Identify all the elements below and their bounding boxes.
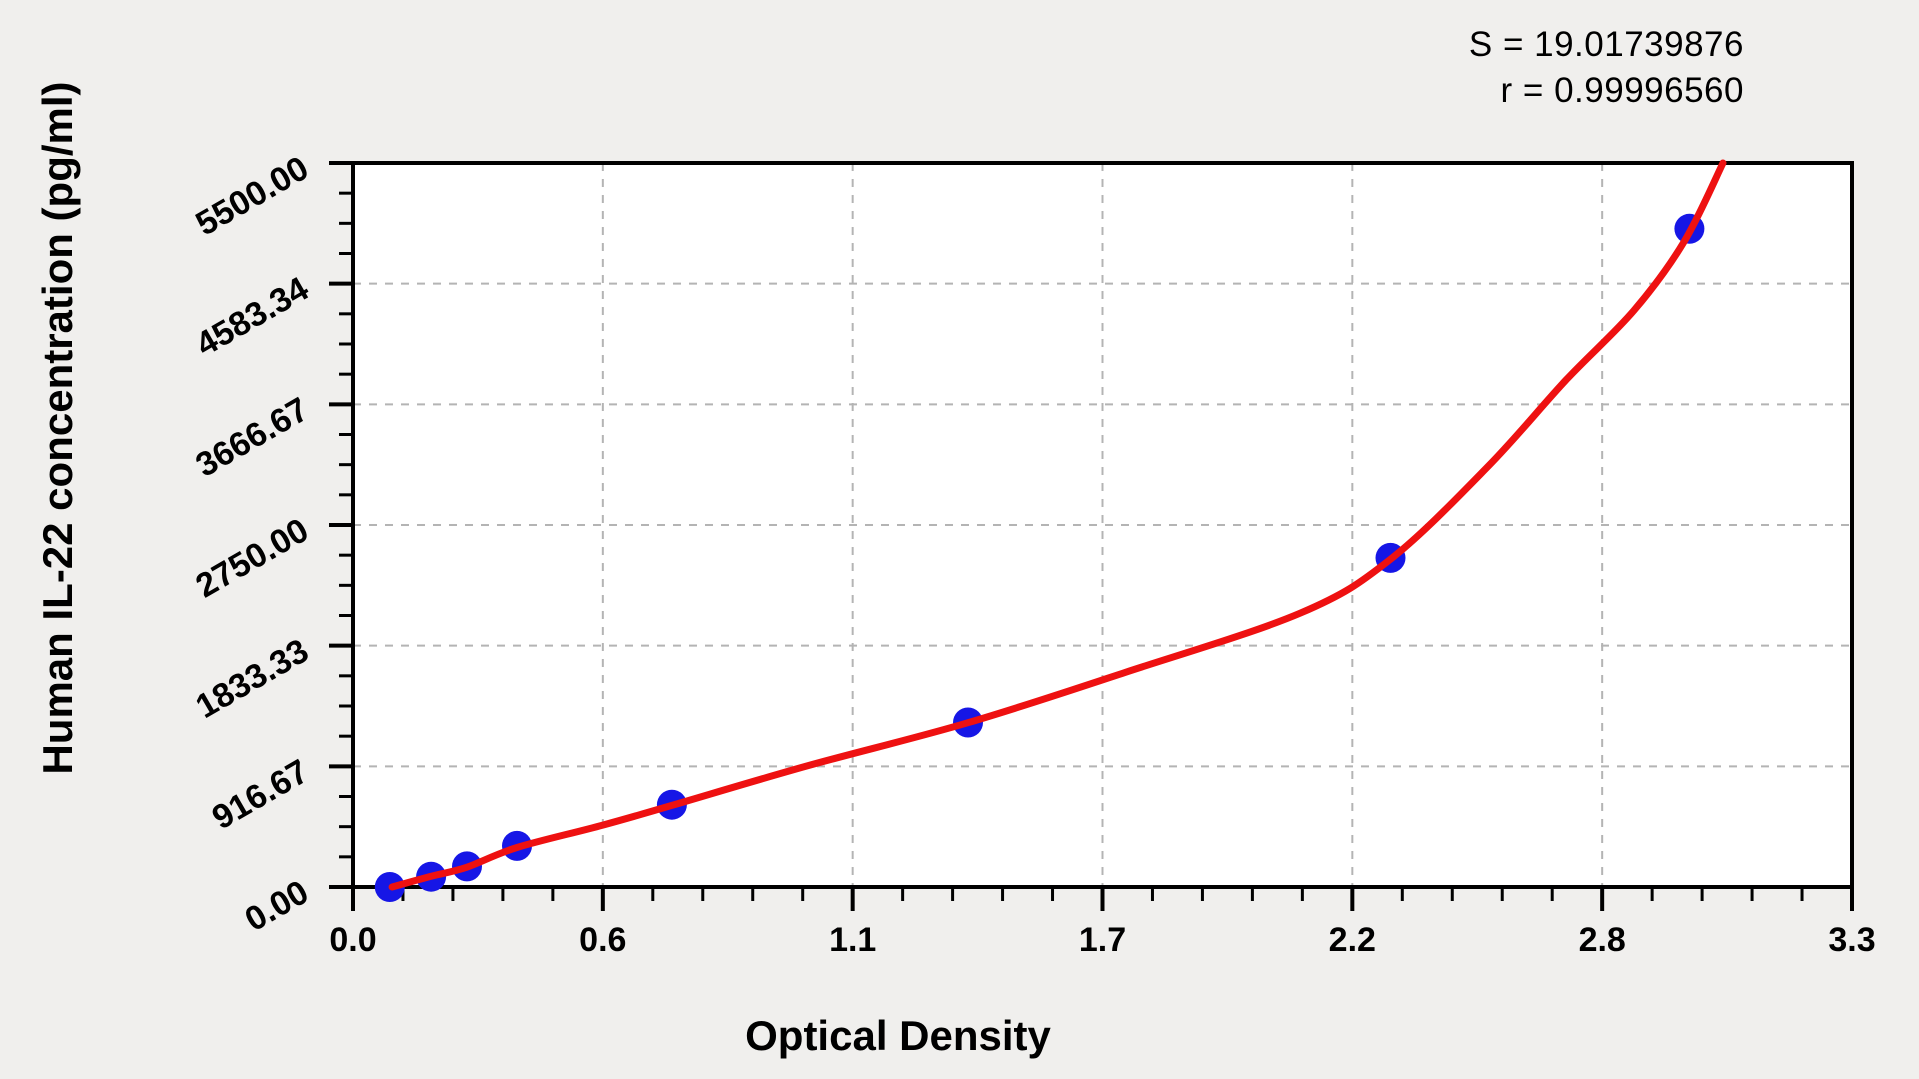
r-value-label: r = 0.99996560 [1500,71,1744,111]
x-tick-label: 3.3 [1828,921,1875,959]
y-tick-label: 2750.00 [190,511,315,605]
y-tick-label: 0.00 [239,873,315,939]
y-axis-title: Human IL-22 concentration (pg/ml) [34,81,81,775]
fitted-curve [388,159,1727,891]
y-tick-label: 1833.33 [190,632,315,726]
y-tick-label: 3666.67 [190,390,315,484]
s-value-label: S = 19.01739876 [1468,25,1744,64]
x-tick-label: 2.8 [1579,921,1626,959]
axis-box [351,161,1854,889]
x-axis-title: Optical Density [745,1012,1051,1059]
x-tick-label: 1.1 [829,921,876,959]
x-tick-label: 1.7 [1079,921,1126,959]
y-tick-label: 4583.34 [190,270,316,364]
x-tick-label: 0.0 [329,921,376,959]
x-tick-label: 0.6 [579,921,626,959]
x-tick-label: 2.2 [1329,921,1376,959]
fit-statistics: S = 19.01739876 r = 0.99996560 [1469,22,1744,114]
y-tick-label: 916.67 [206,752,315,837]
y-tick-label: 5500.00 [190,149,315,243]
